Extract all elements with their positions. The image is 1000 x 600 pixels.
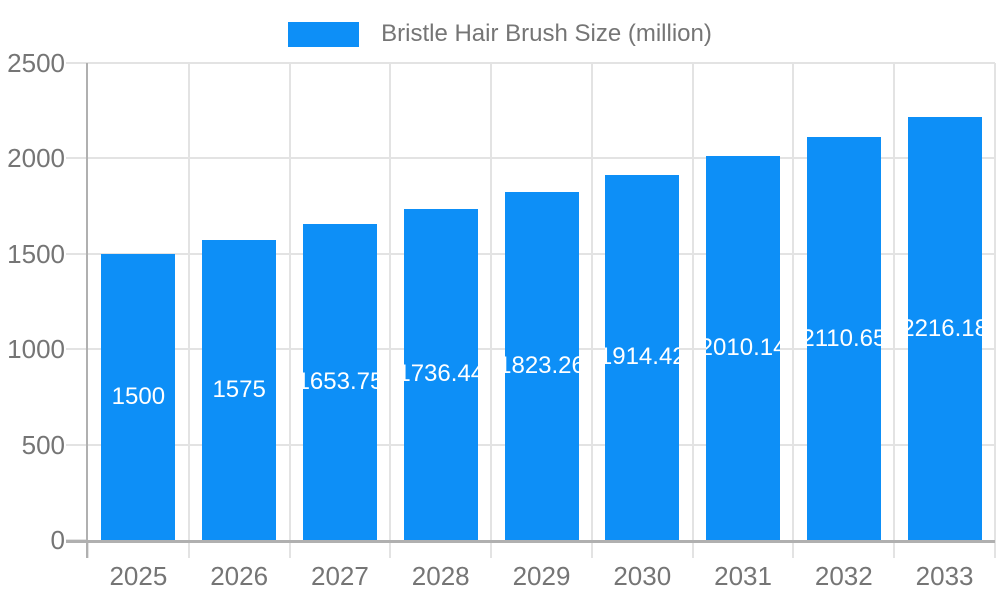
x-tick-label: 2030: [613, 561, 672, 591]
y-tick-mark: [66, 252, 88, 255]
legend-swatch: [288, 21, 360, 47]
x-gridline: [691, 63, 694, 540]
bar-value-label: 1914.42: [605, 343, 680, 371]
bar-2030[interactable]: 1914.42: [605, 174, 680, 540]
x-gridline: [994, 63, 996, 540]
x-tick-mark: [187, 540, 190, 558]
bar-value-label: 1575: [212, 375, 266, 403]
plot-area: 0 500 1000 1500 2000 2500 1500 1575 1653.75 1736.…: [7, 48, 996, 591]
x-tick-mark: [389, 540, 392, 558]
bar-2027[interactable]: 1653.75: [302, 224, 377, 540]
x-gridline: [490, 63, 493, 540]
y-axis-line: [86, 63, 88, 558]
x-tick-label: 2031: [714, 561, 772, 591]
x-gridline: [389, 63, 392, 540]
bar-value-label: 2010.14: [706, 334, 781, 362]
y-tick-label: 0: [50, 525, 65, 555]
x-tick-label: 2027: [311, 561, 369, 591]
y-gridline: [88, 157, 995, 160]
x-tick-label: 2032: [814, 561, 873, 591]
bar-2026[interactable]: 1575: [202, 239, 277, 540]
bar-2029[interactable]: 1823.26: [504, 192, 579, 540]
x-tick-mark: [994, 540, 996, 558]
y-gridline: [88, 62, 995, 64]
y-tick-label: 1500: [7, 238, 65, 269]
x-tick-label: 2026: [210, 561, 269, 591]
x-gridline: [792, 63, 795, 540]
bar-value-label: 2216.18: [907, 314, 982, 342]
y-tick-label: 1000: [7, 334, 65, 365]
x-tick-mark: [87, 540, 89, 558]
y-tick-mark: [66, 157, 88, 160]
bar-value-label: 1736.44: [403, 360, 478, 388]
y-tick-label: 500: [21, 429, 65, 460]
x-tick-mark: [893, 540, 896, 558]
bar-2028[interactable]: 1736.44: [403, 208, 478, 540]
y-tick-label: 2000: [7, 143, 65, 174]
x-gridline: [187, 63, 190, 540]
x-tick-mark: [288, 540, 291, 558]
x-gridline: [893, 63, 896, 540]
bar-2031[interactable]: 2010.14: [706, 156, 781, 540]
bar-2033[interactable]: 2216.18: [907, 117, 982, 540]
y-tick-label: 2500: [7, 48, 65, 78]
y-tick-mark: [66, 348, 88, 351]
bar-value-label: 1653.75: [302, 368, 377, 396]
legend-label: Bristle Hair Brush Size (million): [381, 20, 712, 47]
bar-2032[interactable]: 2110.65: [806, 137, 881, 540]
bar-2025[interactable]: 1500: [101, 253, 176, 540]
x-tick-label: 2029: [512, 561, 571, 591]
y-tick-mark: [66, 62, 88, 64]
x-gridline: [288, 63, 291, 540]
bar-value-label: 1823.26: [504, 352, 579, 380]
x-tick-label: 2025: [109, 561, 168, 591]
x-tick-mark: [590, 540, 593, 558]
x-tick-mark: [490, 540, 493, 558]
bar-value-label: 1500: [111, 382, 166, 410]
y-tick-mark: [66, 443, 88, 446]
x-tick-mark: [691, 540, 694, 558]
x-axis-line: [66, 540, 995, 543]
x-gridline: [590, 63, 593, 540]
bar-value-label: 2110.65: [806, 324, 881, 352]
chart-legend[interactable]: Bristle Hair Brush Size (million): [0, 20, 1000, 48]
x-tick-mark: [792, 540, 795, 558]
x-tick-label: 2028: [411, 561, 470, 591]
x-tick-label: 2033: [915, 561, 974, 591]
